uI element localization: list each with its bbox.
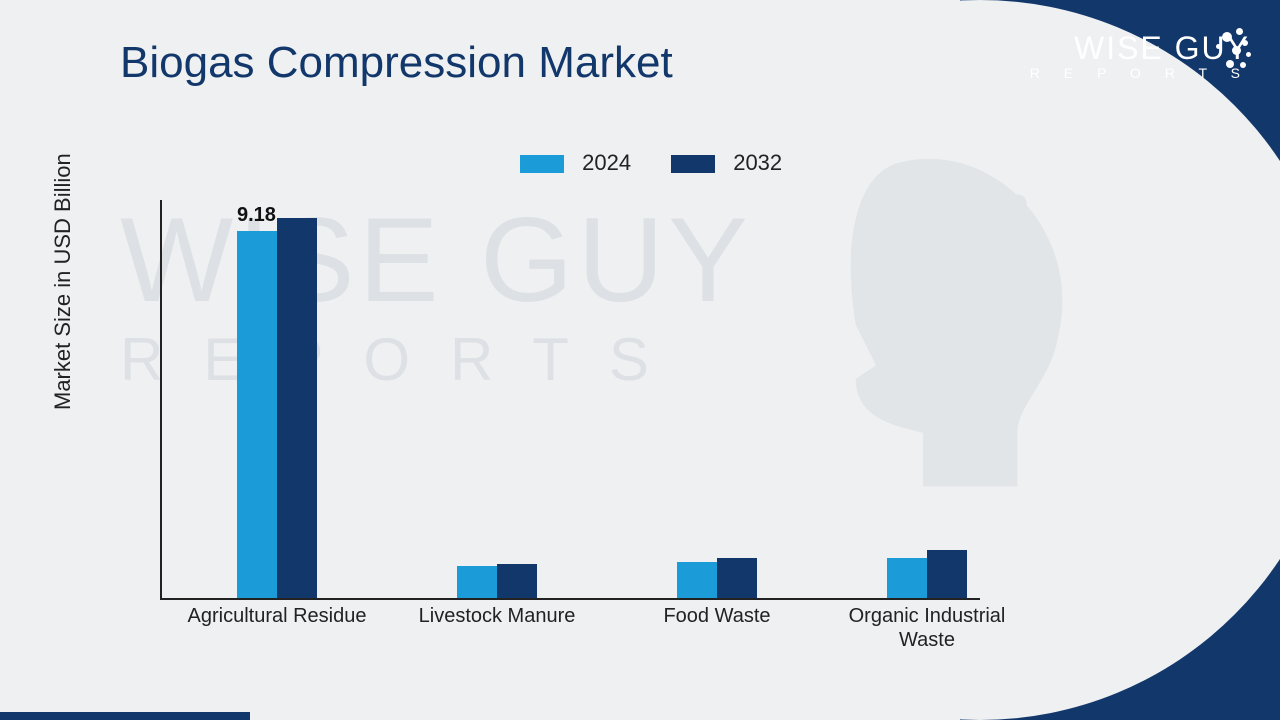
legend-swatch-2032: [671, 155, 715, 173]
bar-group: Food Waste: [652, 558, 782, 598]
chart-title: Biogas Compression Market: [120, 38, 673, 88]
brand-head-icon: [1202, 26, 1256, 80]
bar-group: Organic Industrial Waste: [862, 550, 992, 598]
bar-2024: [677, 562, 717, 598]
category-label: Food Waste: [627, 604, 807, 628]
bar-group: Livestock Manure: [432, 564, 562, 598]
y-axis-label: Market Size in USD Billion: [50, 153, 76, 410]
category-label: Agricultural Residue: [187, 604, 367, 628]
brand-logo: WISE GUY R E P O R T S: [1030, 30, 1250, 81]
legend-label-2024: 2024: [582, 150, 631, 175]
chart-area: Market Size in USD Billion 2024 2032 9.1…: [80, 150, 980, 670]
bar-2024: 9.18: [237, 231, 277, 598]
plot-area: 9.18Agricultural Residue Livestock Manure…: [160, 200, 980, 600]
legend-swatch-2024: [520, 155, 564, 173]
legend: 2024 2032: [520, 150, 782, 176]
bar-value-label: 9.18: [237, 204, 276, 227]
bar-2024: [887, 558, 927, 598]
chart-card: WISE GUY R E P O R T S Biogas Compressio…: [0, 0, 1280, 720]
legend-item-2024: 2024: [520, 150, 631, 176]
footer-accent: [0, 712, 250, 720]
legend-label-2032: 2032: [733, 150, 782, 175]
bar-2032: [717, 558, 757, 598]
bar-2032: [497, 564, 537, 598]
category-label: Livestock Manure: [407, 604, 587, 628]
legend-item-2032: 2032: [671, 150, 782, 176]
bar-2032: [927, 550, 967, 598]
bar-2032: [277, 218, 317, 598]
category-label: Organic Industrial Waste: [837, 604, 1017, 652]
bar-group: 9.18Agricultural Residue: [212, 218, 342, 598]
bar-2024: [457, 566, 497, 598]
